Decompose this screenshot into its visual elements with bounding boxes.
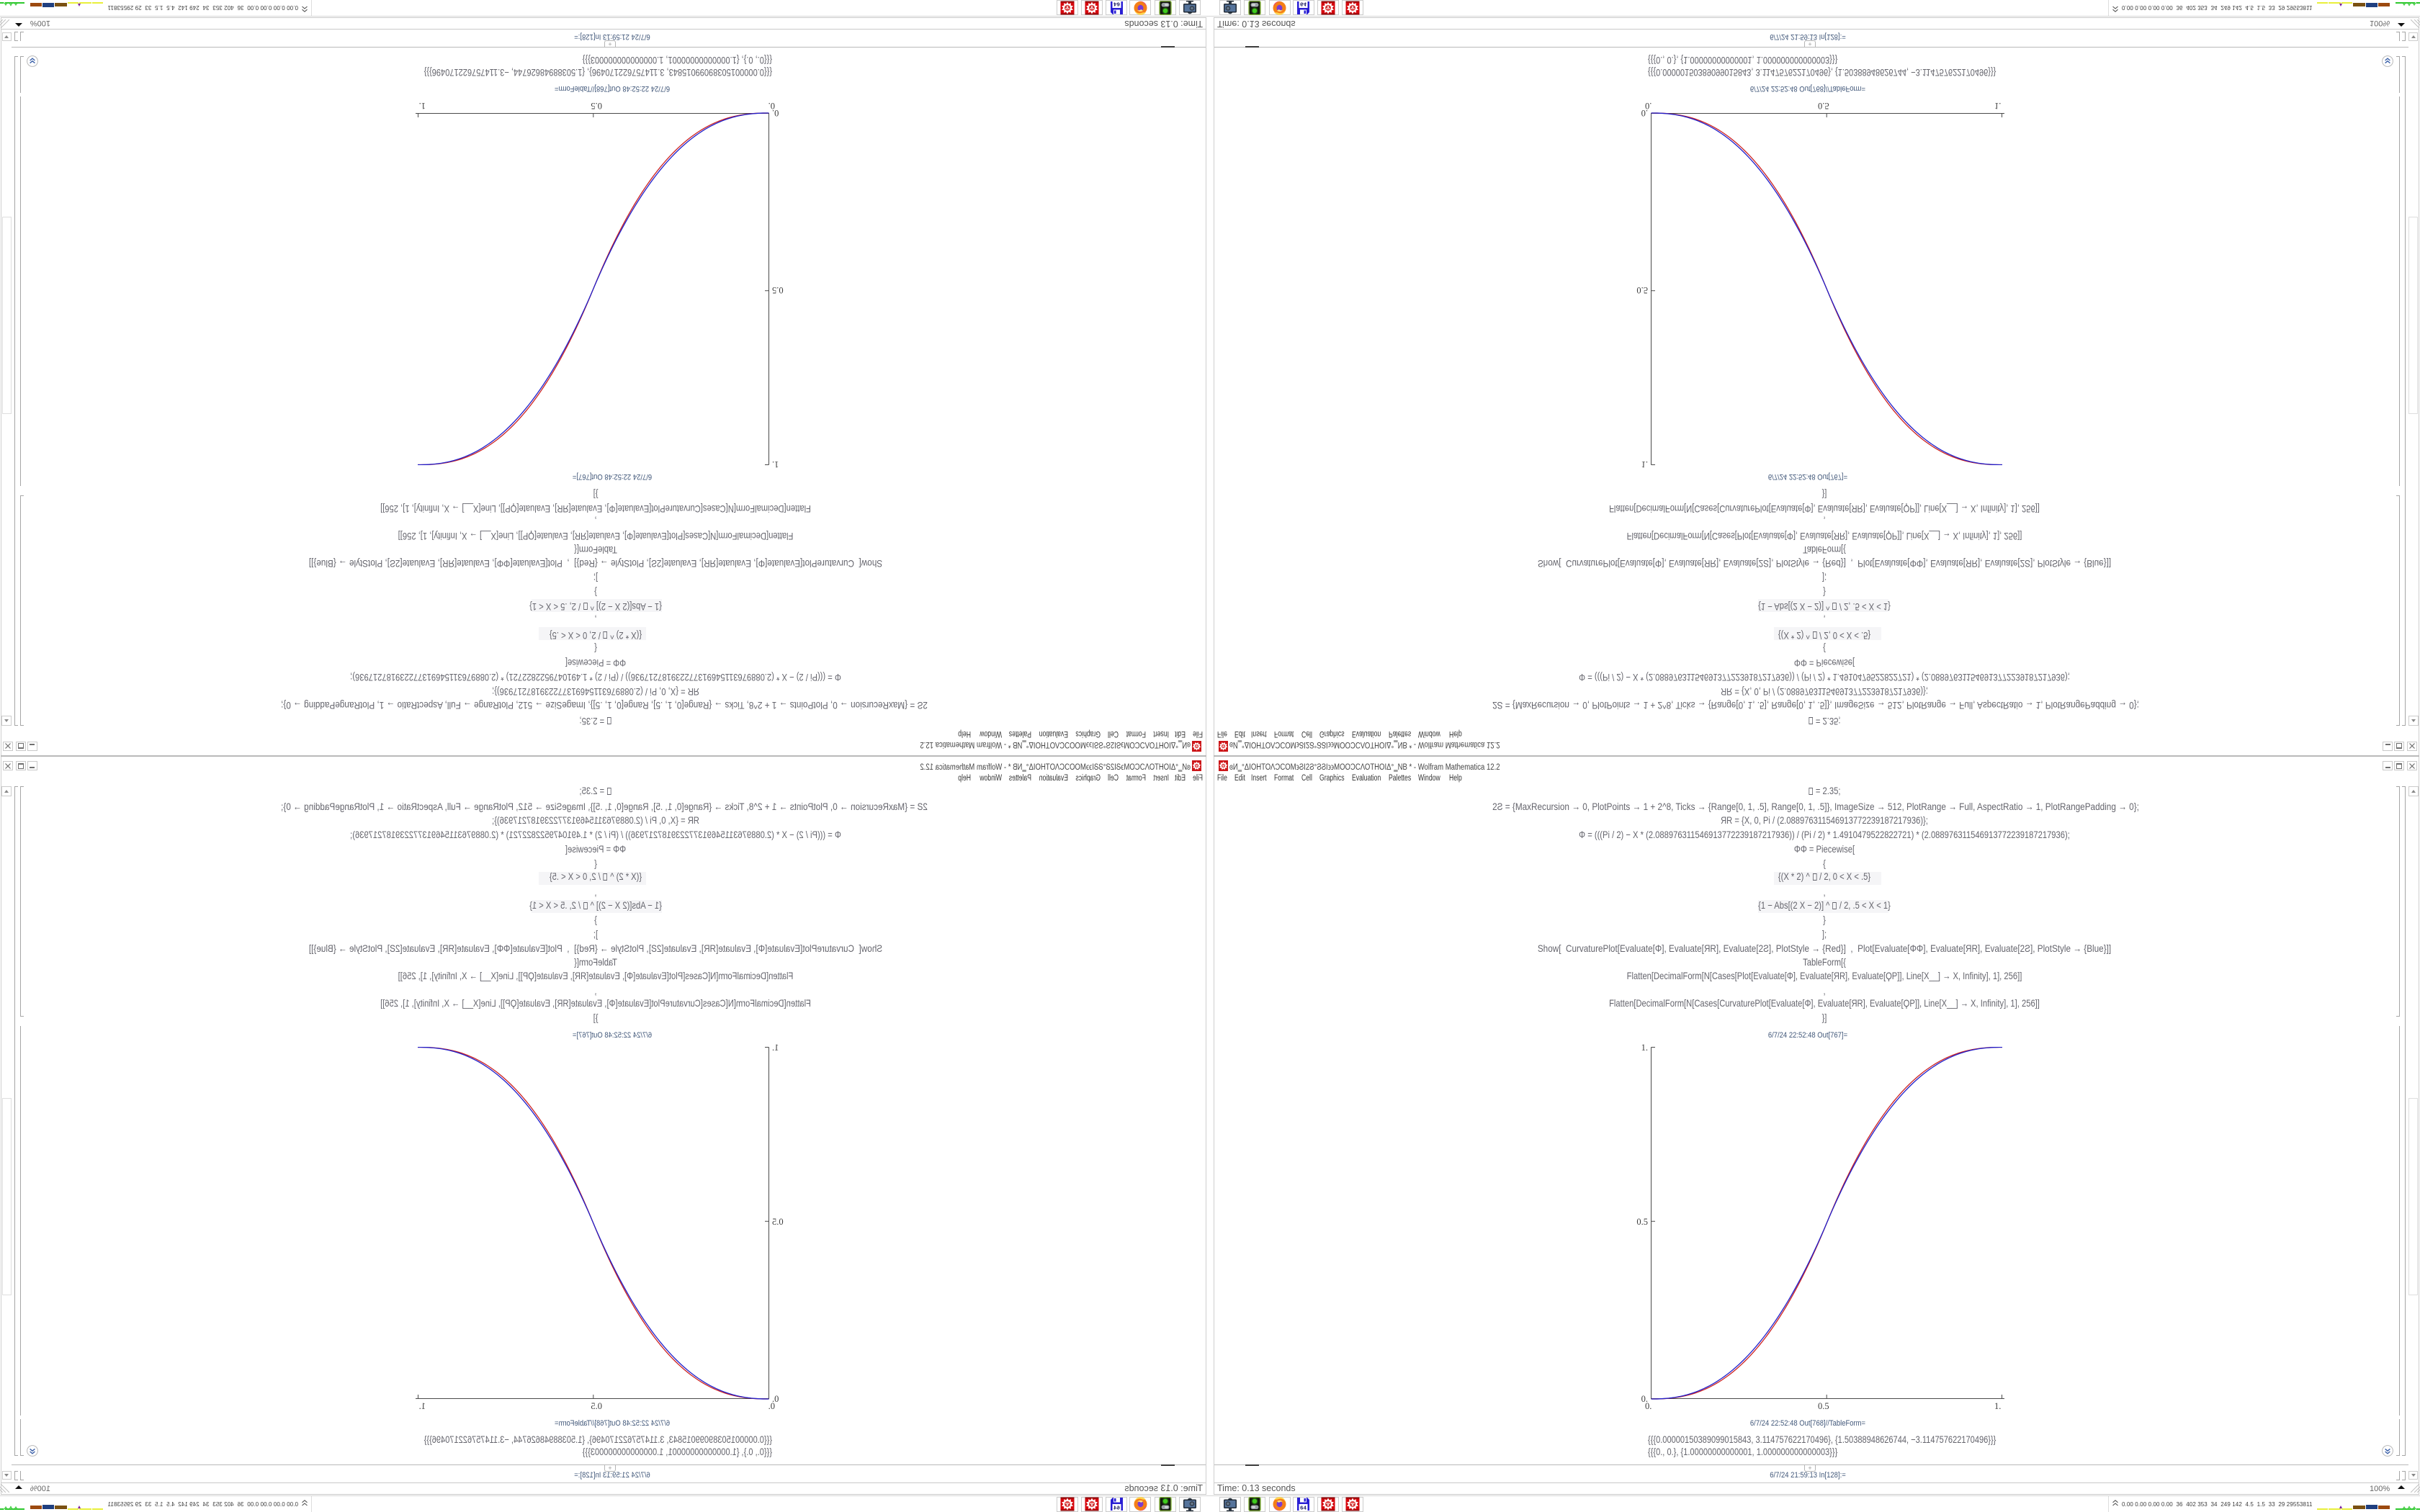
- svg-text:64: 64: [1113, 1, 1120, 6]
- svg-text:64: 64: [1300, 1506, 1307, 1512]
- svg-text:64: 64: [1300, 1, 1307, 6]
- svg-text:64: 64: [1113, 1506, 1120, 1512]
